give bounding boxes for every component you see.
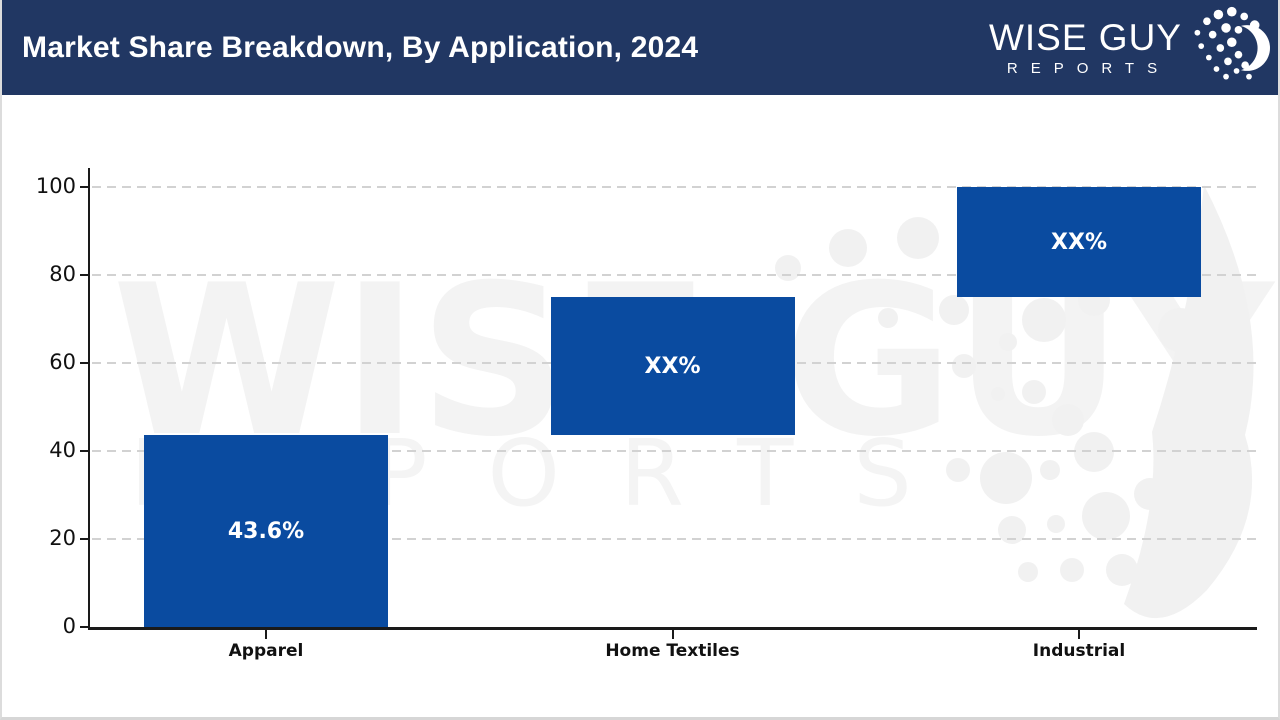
y-tick-label: 60 <box>49 350 76 374</box>
page-title: Market Share Breakdown, By Application, … <box>22 30 699 64</box>
x-axis-line <box>88 627 1257 630</box>
y-axis-line <box>88 168 90 630</box>
gridline <box>92 538 1257 540</box>
x-tick-label: Home Textiles <box>605 641 740 661</box>
x-tick-mark <box>265 630 267 639</box>
y-tick-label: 20 <box>49 526 76 550</box>
x-tick-mark <box>1078 630 1080 639</box>
gridline <box>92 274 1257 276</box>
y-tick-mark <box>80 186 89 188</box>
x-tick-mark <box>671 630 674 639</box>
bar-industrial: XX% <box>957 187 1201 297</box>
x-tick-label: Industrial <box>1032 641 1126 661</box>
bar-apparel: 43.6% <box>144 435 388 627</box>
bar-value-label: XX% <box>1051 229 1107 255</box>
bar-value-label: 43.6% <box>227 518 305 544</box>
logo-face-icon <box>1194 6 1270 80</box>
y-tick-label: 40 <box>49 438 76 462</box>
brand-subtitle: REPORTS <box>1006 59 1171 77</box>
brand-name: WISE GUY <box>988 16 1182 58</box>
y-tick-label: 0 <box>62 614 76 638</box>
y-tick-mark <box>80 450 89 452</box>
y-tick-mark <box>80 538 89 540</box>
bar-value-label: XX% <box>644 353 701 379</box>
header: Market Share Breakdown, By Application, … <box>2 0 1278 95</box>
y-tick-label: 100 <box>35 174 76 198</box>
y-tick-label: 80 <box>49 262 76 286</box>
gridline <box>92 186 1257 188</box>
y-tick-mark <box>80 274 89 276</box>
y-tick-mark <box>80 626 89 628</box>
x-tick-label: Apparel <box>228 641 304 661</box>
gridline <box>92 450 1257 452</box>
brand-logo: WISE GUY REPORTS <box>989 4 1270 92</box>
y-tick-mark <box>80 362 89 364</box>
bar-home-textiles: XX% <box>550 297 795 436</box>
brand-text: WISE GUY REPORTS <box>989 19 1182 77</box>
